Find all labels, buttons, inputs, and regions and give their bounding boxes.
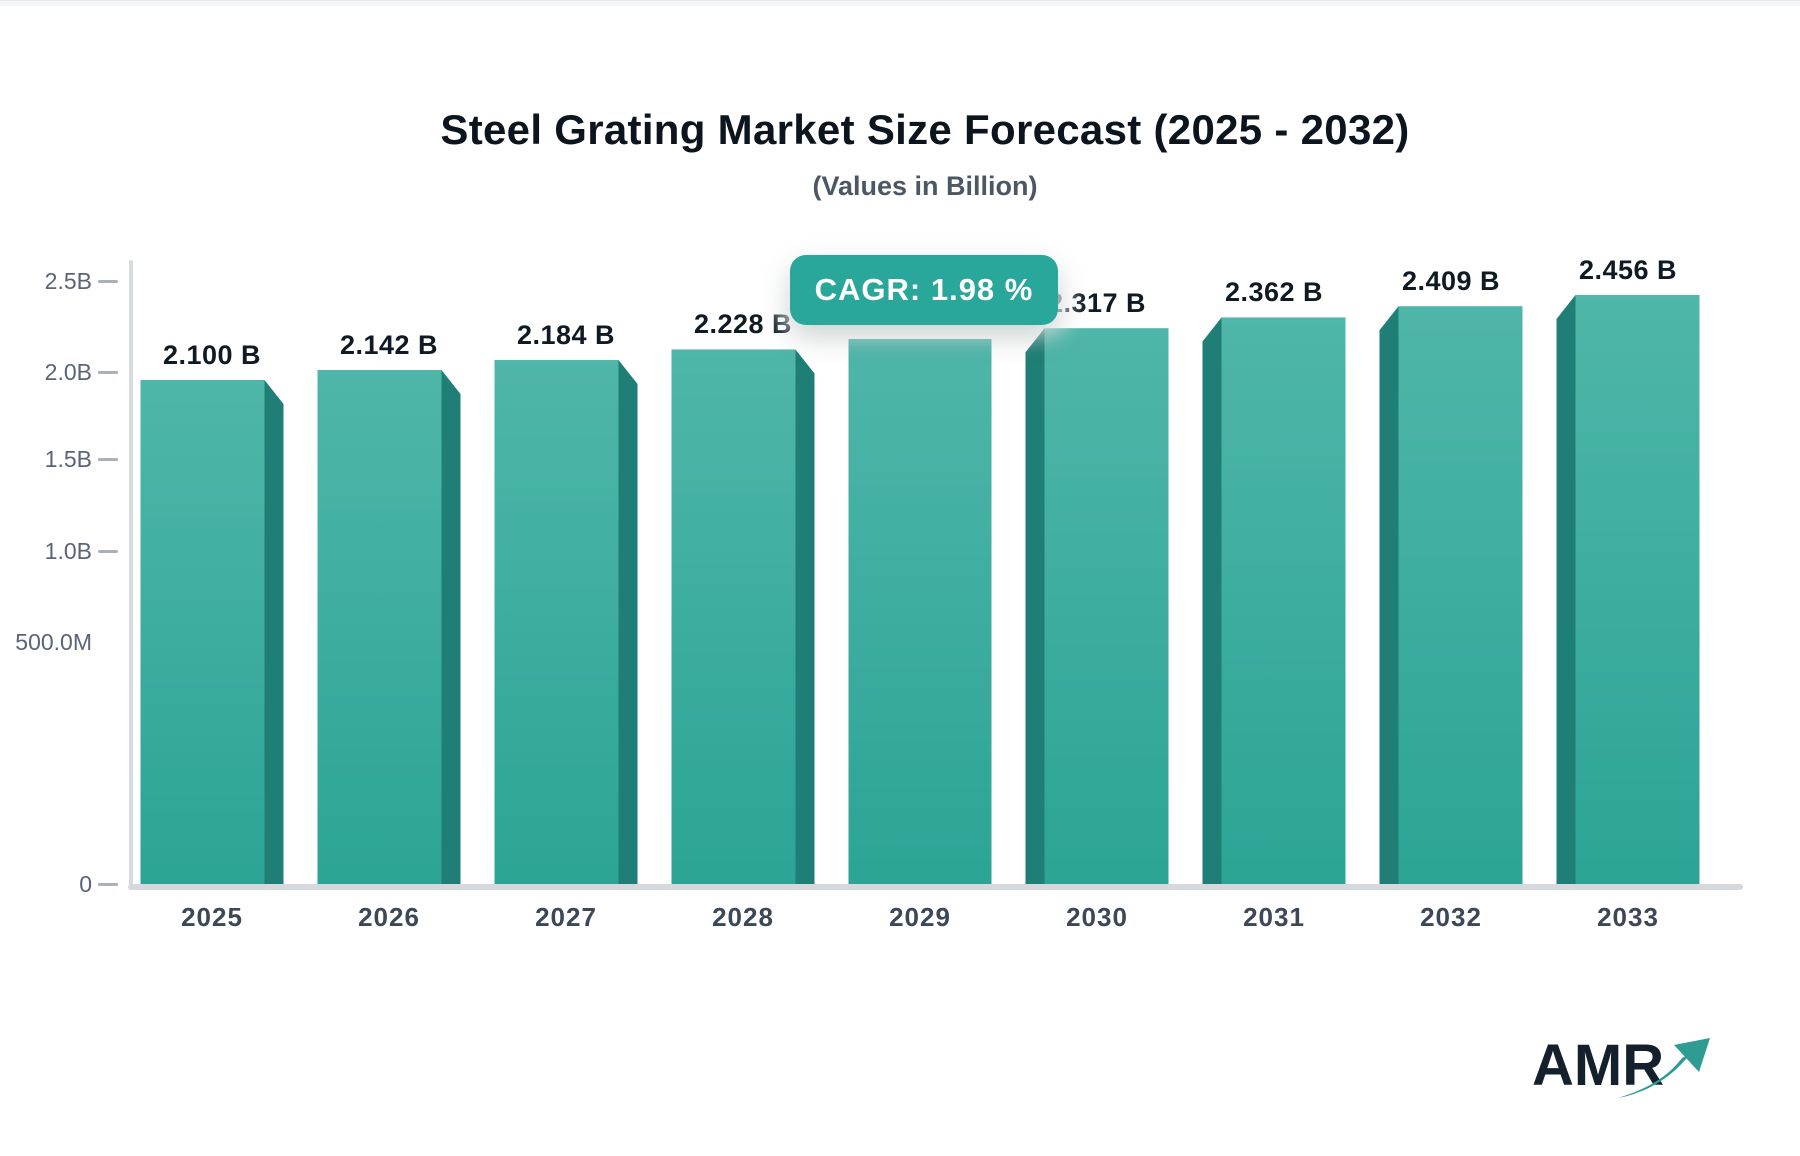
bar-side-face [1202,317,1222,886]
y-axis-line [129,260,133,890]
bar-side-face [1025,328,1045,886]
bar-side-face [264,380,284,886]
bar-2029 [848,338,992,886]
bar-2032 [1379,306,1523,886]
bar-2025 [140,380,284,886]
bar-2026 [317,369,461,887]
bar-2031 [1202,317,1346,886]
chart-subtitle: (Values in Billion) [812,171,1038,201]
bar-side-face [1379,306,1399,886]
bar-front-face [671,349,796,886]
cagr-badge: CAGR: 1.98 % [790,255,1058,325]
amr-logo-text: AMR [1532,1033,1665,1098]
bar-front-face [1398,306,1523,886]
bar-front-face [1221,317,1346,886]
bar-front-face [494,359,619,886]
bar-2028 [671,349,815,886]
chart-title: Steel Grating Market Size Forecast (2025… [440,106,1410,153]
bar-front-face [1044,328,1169,886]
bar-side-face [441,369,461,887]
amr-logo: AMR [1520,1022,1780,1122]
bar-front-face [317,369,442,887]
growth-arrow-icon [1618,1038,1710,1098]
bar-front-face [848,338,992,886]
bar-2033 [1556,295,1700,886]
bar-2030 [1025,328,1169,886]
top-border-strip [0,0,1800,6]
bar-2027 [494,359,638,886]
bar-side-face [795,349,815,886]
cagr-badge-label: CAGR: 1.98 % [814,272,1034,307]
bar-front-face [140,380,265,886]
x-axis-line [128,884,1743,890]
bar-side-face [618,359,638,886]
bar-front-face [1575,295,1700,886]
bar-side-face [1556,295,1576,886]
